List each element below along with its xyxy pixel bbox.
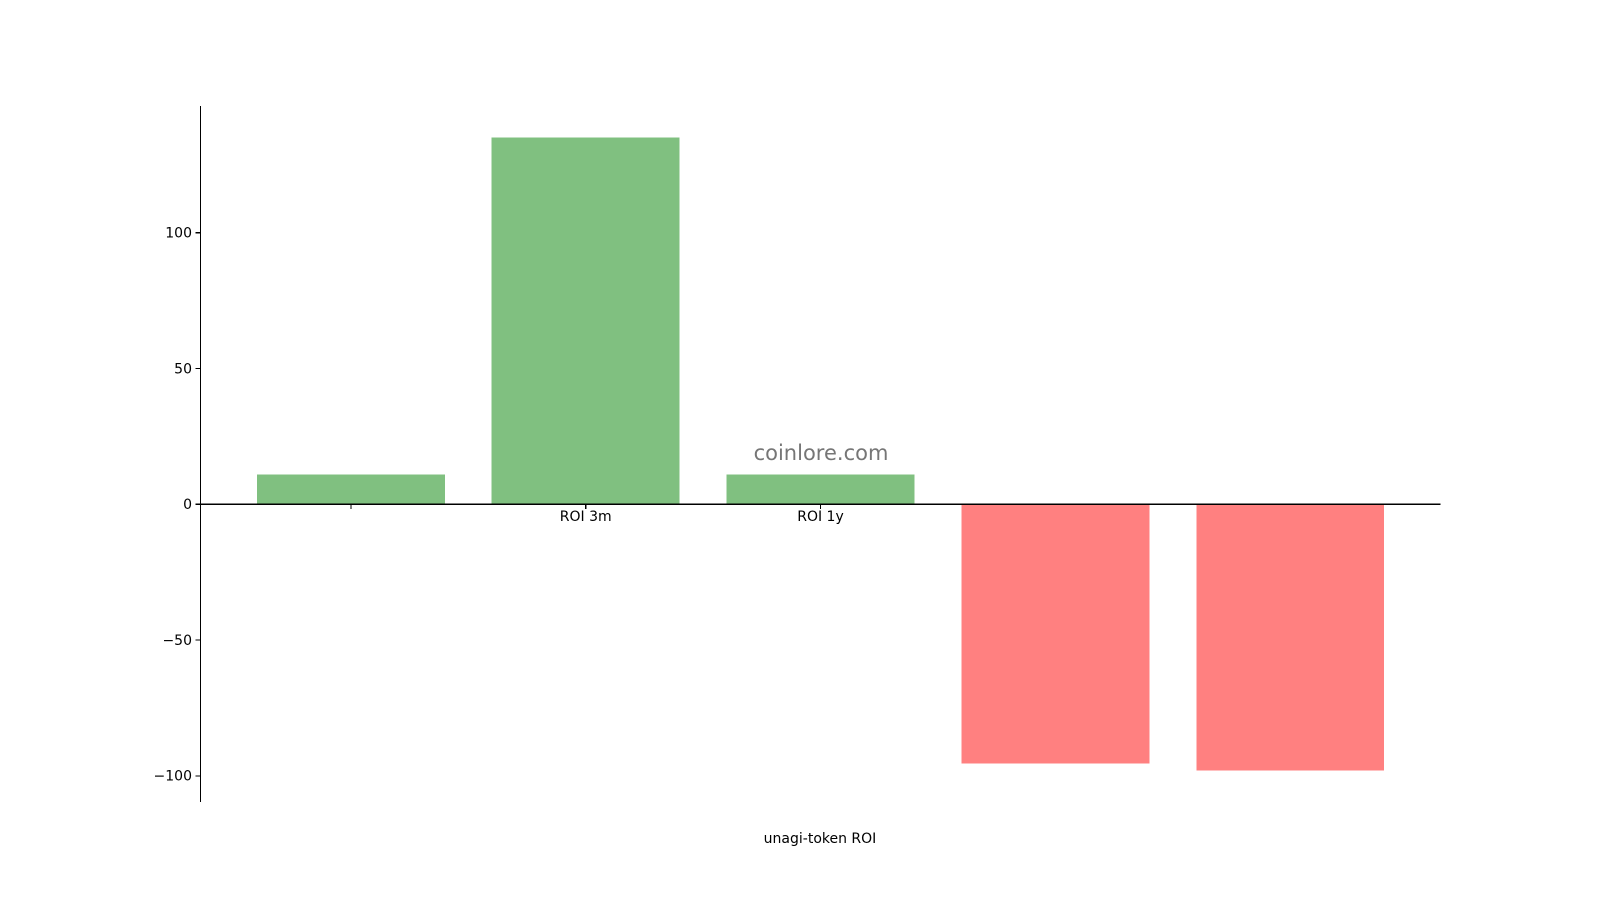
y-tick-label: −50 (162, 633, 192, 649)
chart-xlabel: unagi-token ROI (763, 831, 877, 847)
x-tick-label: ROI 1y (797, 509, 844, 525)
x-tick-label: ROI 3m (560, 509, 612, 525)
roi-bar (491, 137, 680, 505)
y-tick-label: 100 (165, 226, 192, 242)
roi-bar (1196, 504, 1385, 771)
roi-bar (961, 504, 1150, 764)
y-tick-label: 0 (183, 497, 192, 513)
roi-bar (256, 474, 445, 505)
roi-bar (726, 474, 915, 505)
watermark-text: coinlore.com (753, 441, 889, 465)
y-tick-label: −100 (154, 769, 192, 785)
y-tick-label: 50 (174, 361, 192, 377)
